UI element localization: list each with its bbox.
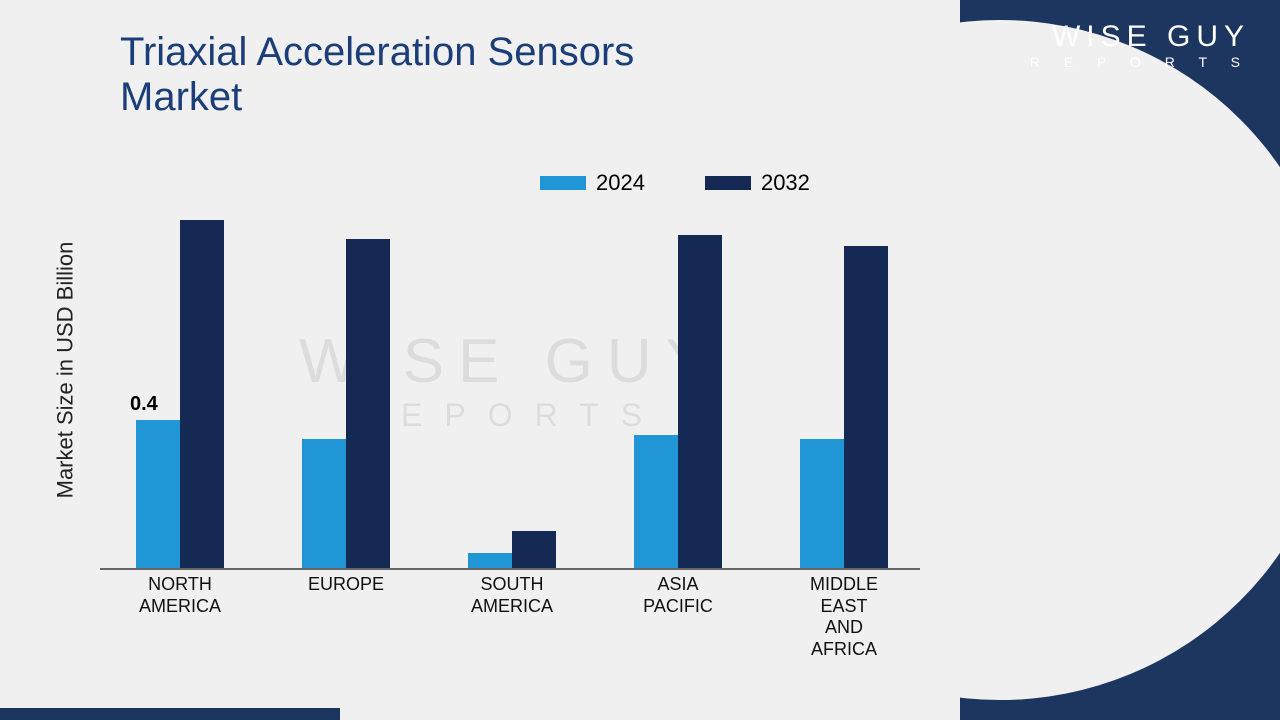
chart-canvas: WISE GUY R E P O R T S Triaxial Accelera… <box>0 0 1280 720</box>
legend-label: 2024 <box>596 170 645 196</box>
x-axis-label: SOUTHAMERICA <box>442 568 582 617</box>
legend-label: 2032 <box>761 170 810 196</box>
legend: 2024 2032 <box>540 170 810 196</box>
bar <box>512 531 556 568</box>
data-label: 0.4 <box>130 393 158 416</box>
bar <box>302 439 346 569</box>
bar <box>634 435 678 568</box>
footer-accent-bar <box>0 708 340 720</box>
legend-item: 2024 <box>540 170 645 196</box>
bar <box>800 439 844 569</box>
x-axis-label: ASIAPACIFIC <box>608 568 748 617</box>
legend-swatch <box>540 176 586 190</box>
x-axis-label: NORTHAMERICA <box>110 568 250 617</box>
x-axis-label: MIDDLEEASTANDAFRICA <box>774 568 914 660</box>
legend-swatch <box>705 176 751 190</box>
bar <box>468 553 512 568</box>
bar <box>346 239 390 568</box>
bar <box>678 235 722 568</box>
bar <box>180 220 224 568</box>
x-axis-label: EUROPE <box>276 568 416 596</box>
bar <box>844 246 888 568</box>
logo-top-text: WISE GUY <box>1030 20 1250 54</box>
chart-title: Triaxial Acceleration Sensors Market <box>120 30 680 120</box>
y-axis-label: Market Size in USD Billion <box>50 180 80 560</box>
bar <box>136 420 180 568</box>
legend-item: 2032 <box>705 170 810 196</box>
logo-bottom-text: R E P O R T S <box>1030 54 1250 70</box>
plot-area: 0.4NORTHAMERICAEUROPESOUTHAMERICAASIAPAC… <box>100 200 920 570</box>
brand-logo: WISE GUY R E P O R T S <box>1030 20 1250 70</box>
